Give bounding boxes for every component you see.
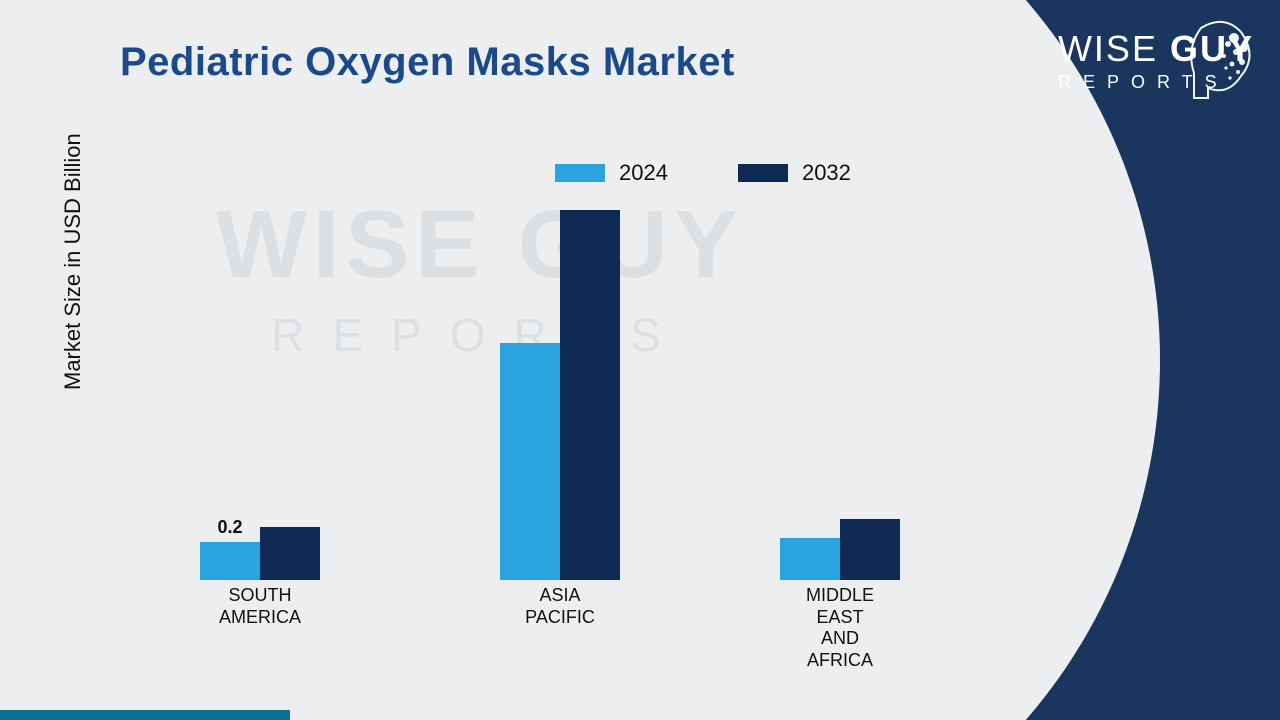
y-axis-label: Market Size in USD Billion — [60, 133, 86, 390]
bar-asia-pacific-2032 — [560, 210, 620, 581]
chart-card: WISE GUY REPORTS Pediatric Oxygen Masks … — [0, 0, 1280, 720]
x-label: MIDDLEEASTANDAFRICA — [760, 585, 920, 671]
legend-label-2024: 2024 — [619, 160, 668, 186]
bar-middle-east-and-africa-2032 — [840, 519, 900, 580]
legend-item-2024: 2024 — [555, 160, 668, 186]
legend-swatch-2032 — [738, 164, 788, 182]
legend: 2024 2032 — [555, 160, 851, 186]
chart-title: Pediatric Oxygen Masks Market — [120, 40, 735, 85]
x-label: SOUTHAMERICA — [180, 585, 340, 628]
brand-head-icon — [1186, 18, 1256, 108]
legend-label-2032: 2032 — [802, 160, 851, 186]
legend-swatch-2024 — [555, 164, 605, 182]
plot-area: 0.2 — [100, 200, 930, 580]
bar-middle-east-and-africa-2024 — [780, 538, 840, 580]
bottom-accent-bar — [0, 710, 290, 720]
bar-south-america-2032 — [260, 527, 320, 580]
bar-asia-pacific-2024 — [500, 343, 560, 581]
legend-item-2032: 2032 — [738, 160, 851, 186]
brand-word-wise: WISE — [1058, 28, 1158, 69]
bar-value-label: 0.2 — [196, 517, 264, 538]
x-label: ASIAPACIFIC — [480, 585, 640, 628]
bar-south-america-2024 — [200, 542, 260, 580]
